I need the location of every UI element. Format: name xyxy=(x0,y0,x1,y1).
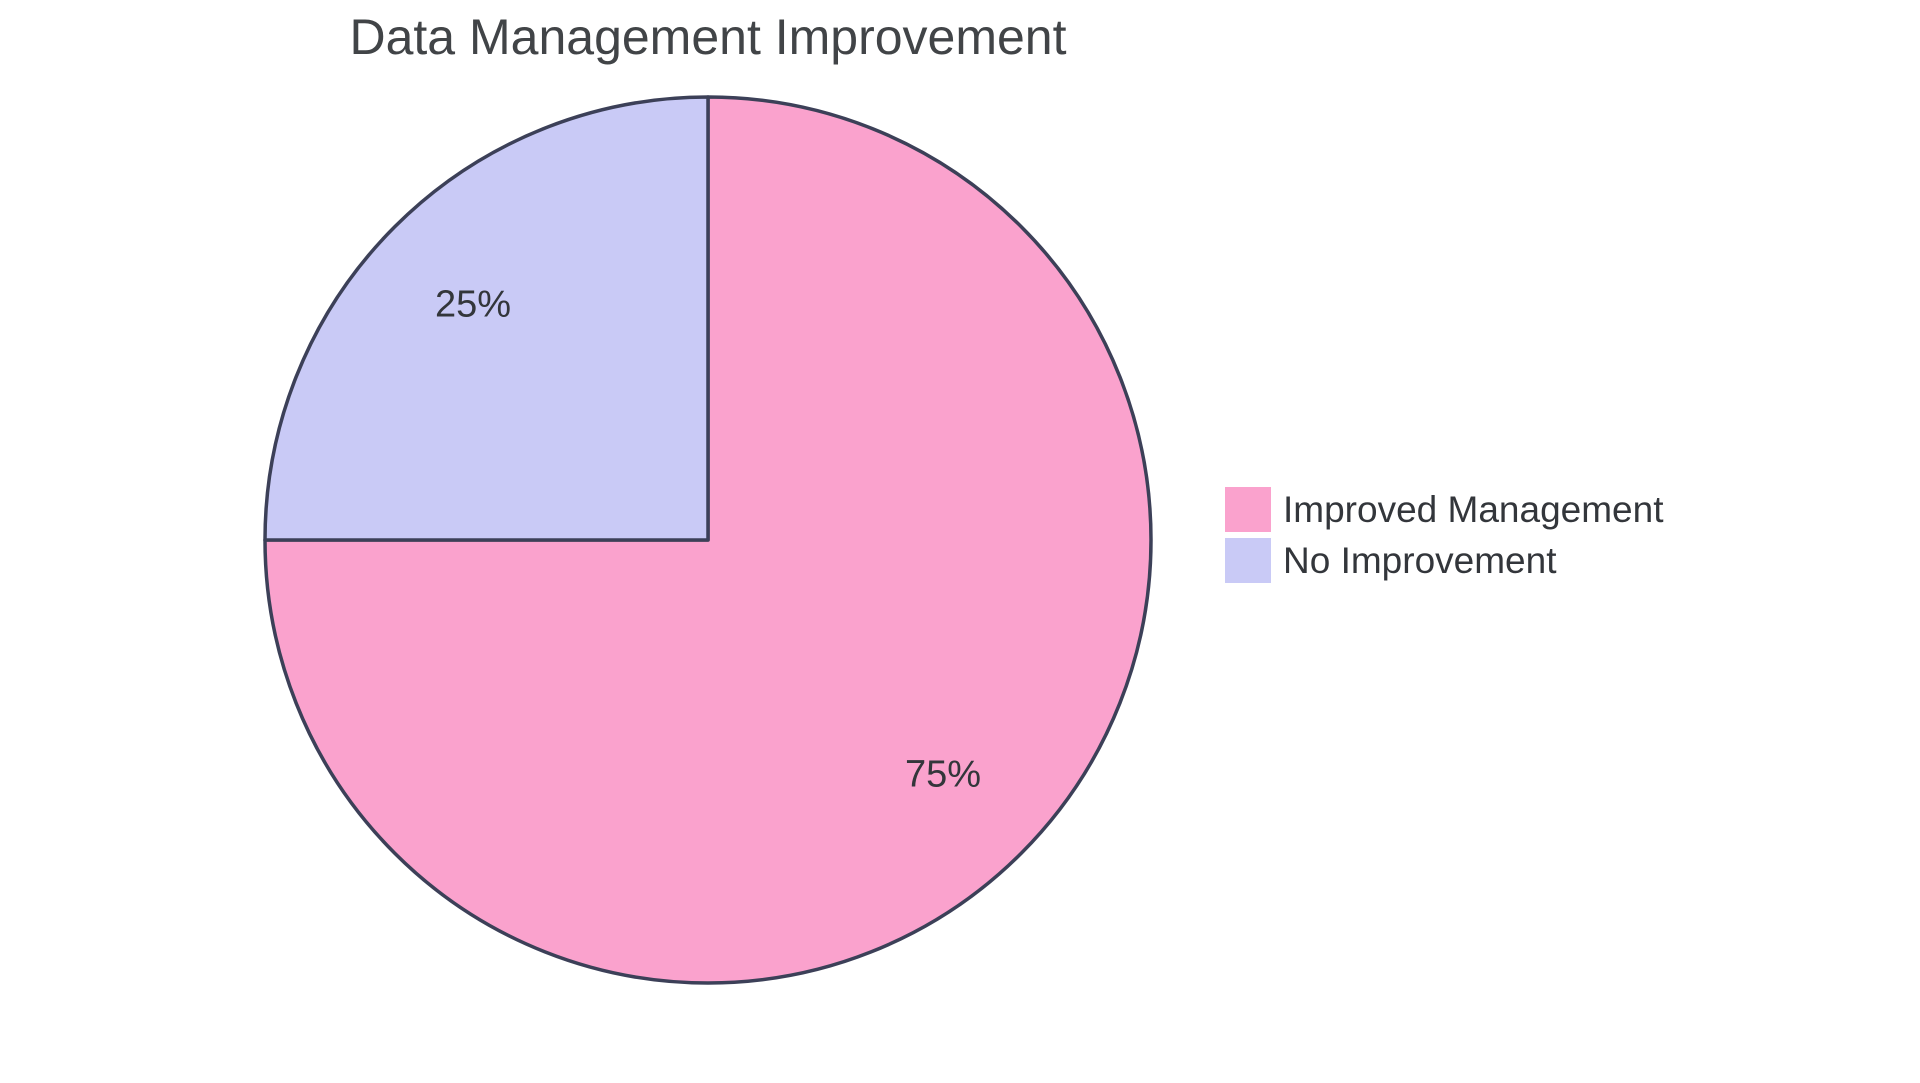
pie-slice-no-improvement[interactable] xyxy=(263,95,710,542)
slice-label-improved-management: 75% xyxy=(904,753,982,796)
chart-title: Data Management Improvement xyxy=(349,9,1067,65)
legend-label-improved-management: Improved Management xyxy=(1283,489,1664,530)
legend-swatch-no-improvement xyxy=(1225,538,1271,583)
legend-label-no-improvement: No Improvement xyxy=(1283,540,1557,581)
legend-item-no-improvement[interactable]: No Improvement xyxy=(1225,538,1663,583)
legend-swatch-improved-management xyxy=(1225,487,1271,532)
legend-item-improved-management[interactable]: Improved Management xyxy=(1225,487,1663,532)
slice-label-no-improvement: 25% xyxy=(434,283,512,326)
legend: Improved Management No Improvement xyxy=(1225,487,1663,589)
